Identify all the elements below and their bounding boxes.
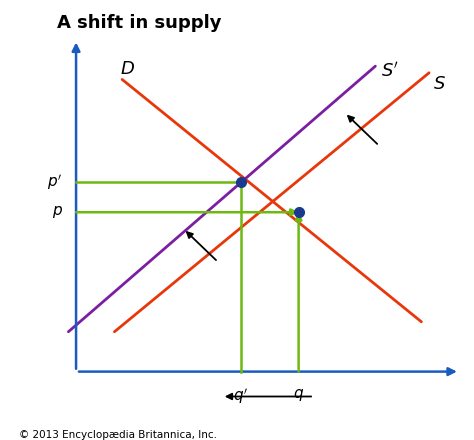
Text: $S$: $S$: [433, 75, 446, 93]
Text: $p'$: $p'$: [47, 172, 63, 192]
Text: $D$: $D$: [120, 60, 135, 78]
Text: $S'$: $S'$: [381, 61, 399, 80]
Text: $q'$: $q'$: [234, 387, 249, 406]
Text: A shift in supply: A shift in supply: [57, 15, 221, 33]
Text: $p$: $p$: [52, 204, 63, 220]
Text: $q$: $q$: [293, 387, 304, 403]
Text: © 2013 Encyclopædia Britannica, Inc.: © 2013 Encyclopædia Britannica, Inc.: [19, 430, 217, 440]
